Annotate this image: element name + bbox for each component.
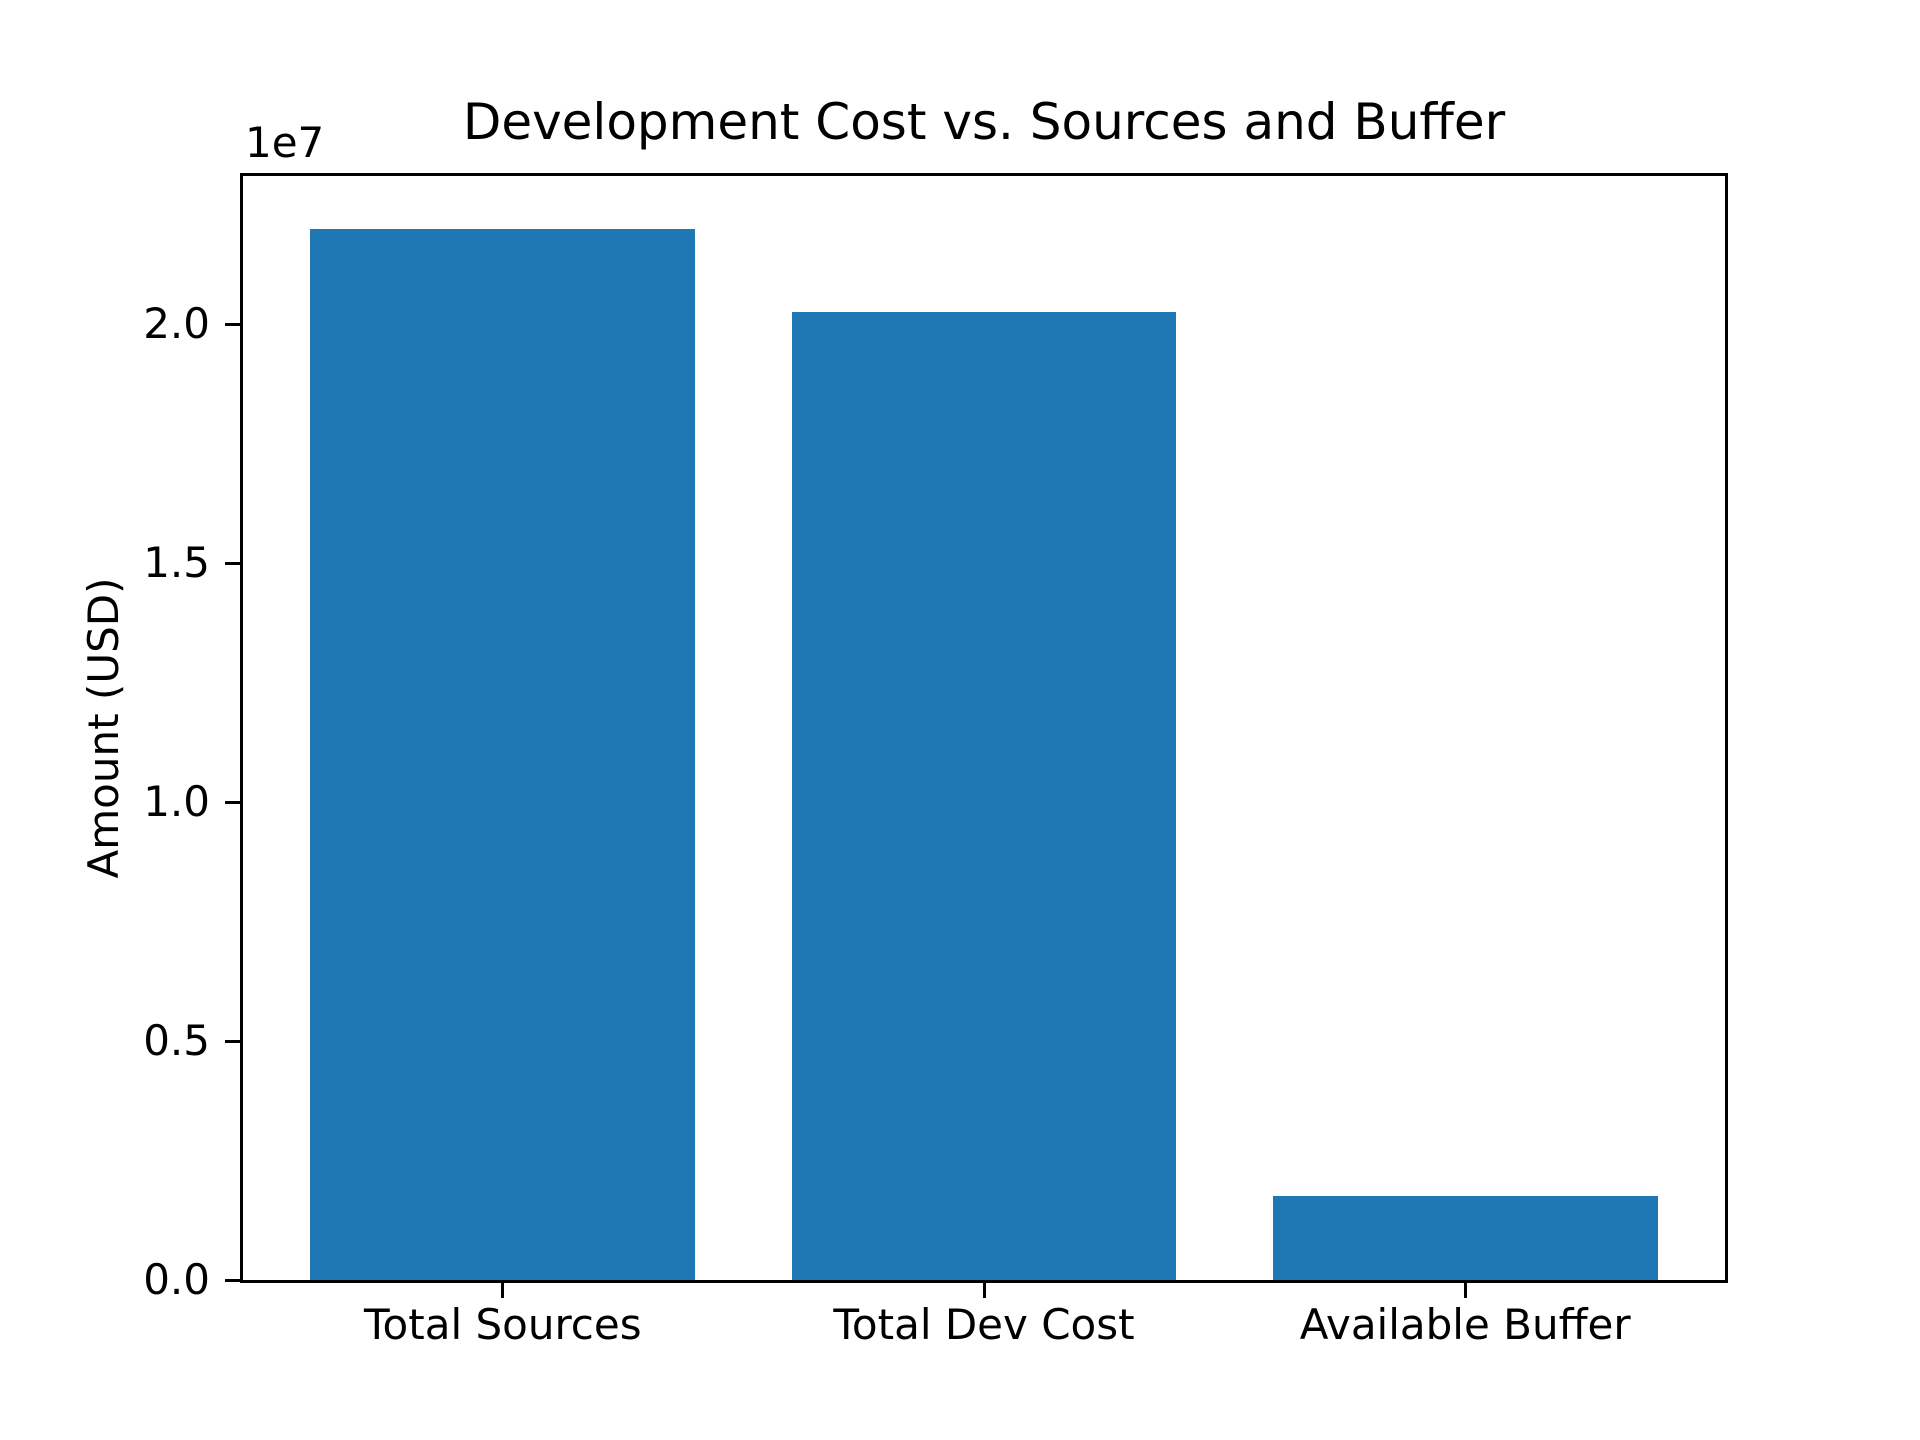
y-axis-offset-label: 1e7: [245, 118, 325, 167]
y-tick-label: 2.0: [143, 299, 210, 349]
bar-0: [310, 228, 696, 1280]
bar-1: [791, 312, 1177, 1280]
x-tick-mark: [1463, 1283, 1467, 1298]
x-tick-label: Available Buffer: [1299, 1300, 1631, 1349]
x-tick-label: Total Dev Cost: [833, 1300, 1135, 1349]
y-tick-label: 1.5: [143, 538, 210, 588]
x-tick-mark: [501, 1283, 505, 1298]
y-axis-label: Amount (USD): [79, 577, 128, 879]
x-tick-label: Total Sources: [364, 1300, 642, 1349]
y-tick-mark: [225, 561, 240, 565]
plot-area: Total Sources Total Dev Cost Available Buf…: [143, 173, 1728, 1346]
y-tick-mark: [225, 800, 240, 804]
chart-title: Development Cost vs. Sources and Buffer: [462, 93, 1506, 151]
y-tick-mark: [225, 322, 240, 326]
y-tick-mark: [225, 1039, 240, 1043]
y-tick-label: 0.0: [143, 1255, 210, 1304]
y-tick-label: 1.0: [143, 777, 210, 827]
y-tick-label: 0.5: [143, 1016, 210, 1066]
x-tick-mark: [982, 1283, 986, 1298]
y-tick-mark: [225, 1278, 240, 1282]
bar-2: [1272, 1196, 1658, 1280]
